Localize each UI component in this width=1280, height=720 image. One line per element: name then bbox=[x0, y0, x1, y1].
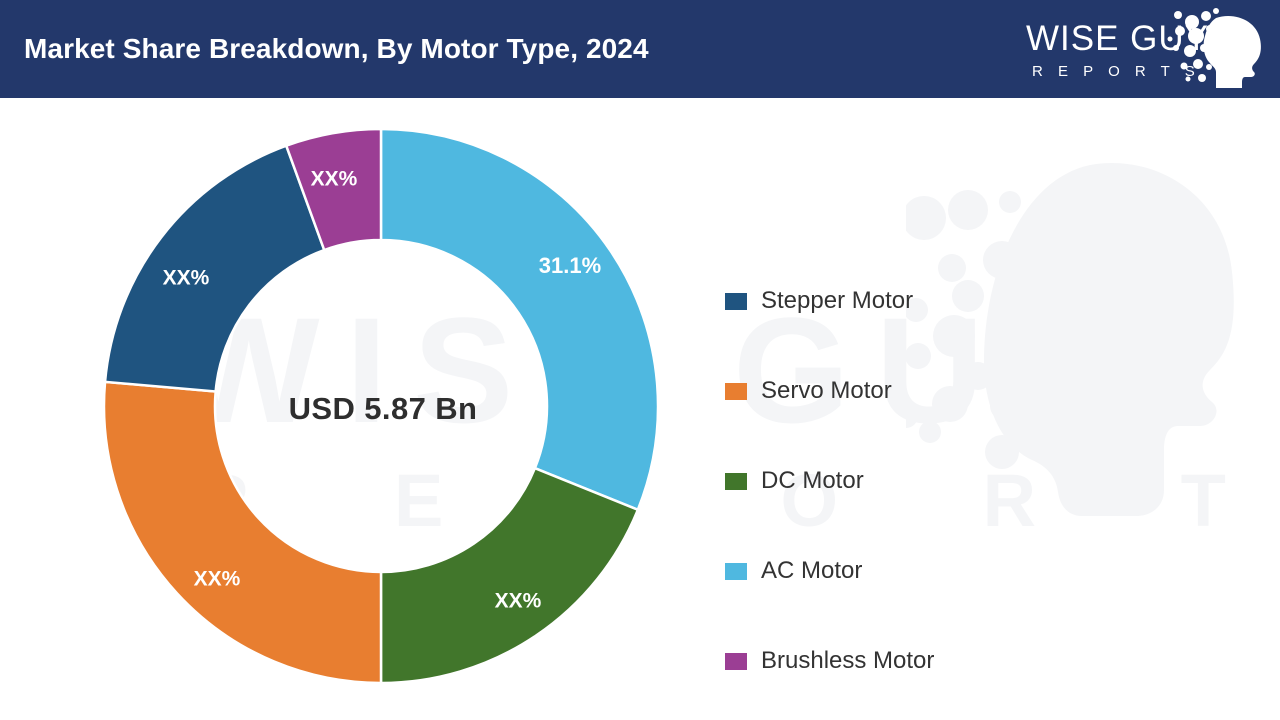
legend-label: Stepper Motor bbox=[761, 287, 914, 314]
donut-slice-brushless-motor[interactable] bbox=[284, 127, 383, 252]
slice-label-dc-motor: XX% bbox=[495, 590, 542, 613]
donut-chart: 31.1% XX% XX% XX% XX% USD 5.87 Bn bbox=[96, 120, 670, 698]
legend-swatch-icon bbox=[725, 562, 747, 580]
legend-swatch-icon bbox=[725, 382, 747, 400]
donut-slice-labels: 31.1% XX% XX% XX% XX% bbox=[163, 168, 602, 613]
slice-label-brushless-motor: XX% bbox=[311, 168, 358, 191]
logo-head-icon bbox=[1167, 8, 1261, 88]
legend-label: Brushless Motor bbox=[761, 647, 935, 674]
legend-item-servo-motor[interactable]: Servo Motor bbox=[725, 346, 1085, 436]
donut-slices bbox=[102, 127, 660, 685]
legend-label: Servo Motor bbox=[761, 377, 892, 404]
logo-wordmark-primary: WISE GUY bbox=[1026, 19, 1209, 58]
page-header: Market Share Breakdown, By Motor Type, 2… bbox=[0, 0, 1280, 98]
legend-item-brushless-motor[interactable]: Brushless Motor bbox=[725, 616, 1085, 706]
donut-slice-dc-motor[interactable] bbox=[379, 466, 640, 685]
legend-swatch-icon bbox=[725, 652, 747, 670]
donut-chart-svg: 31.1% XX% XX% XX% XX% bbox=[102, 127, 660, 685]
legend-swatch-icon bbox=[725, 472, 747, 490]
logo-wordmark-secondary: R E P O R T S bbox=[1032, 63, 1200, 80]
logo-svg: WISE GUY R E P O R T S bbox=[1026, 8, 1261, 88]
slice-label-ac-motor: 31.1% bbox=[539, 253, 601, 278]
chart-body: WISE GUY R E P O R T S bbox=[0, 98, 1280, 720]
chart-legend: Stepper Motor Servo Motor DC Motor AC Motor… bbox=[725, 256, 1085, 706]
donut-slice-ac-motor[interactable] bbox=[379, 127, 660, 512]
watermark-head-svg bbox=[894, 162, 1234, 516]
legend-label: DC Motor bbox=[761, 467, 864, 494]
legend-item-dc-motor[interactable]: DC Motor bbox=[725, 436, 1085, 526]
legend-item-stepper-motor[interactable]: Stepper Motor bbox=[725, 256, 1085, 346]
donut-slice-stepper-motor[interactable] bbox=[103, 144, 326, 393]
watermark-head-icon bbox=[894, 150, 1266, 620]
slice-label-stepper-motor: XX% bbox=[163, 267, 210, 290]
legend-item-ac-motor[interactable]: AC Motor bbox=[725, 526, 1085, 616]
page-title: Market Share Breakdown, By Motor Type, 2… bbox=[24, 33, 649, 64]
wise-guy-reports-logo: WISE GUY R E P O R T S bbox=[1020, 6, 1270, 92]
donut-slice-servo-motor[interactable] bbox=[102, 380, 383, 685]
slice-label-servo-motor: XX% bbox=[194, 568, 241, 591]
legend-label: AC Motor bbox=[761, 557, 863, 584]
legend-swatch-icon bbox=[725, 292, 747, 310]
